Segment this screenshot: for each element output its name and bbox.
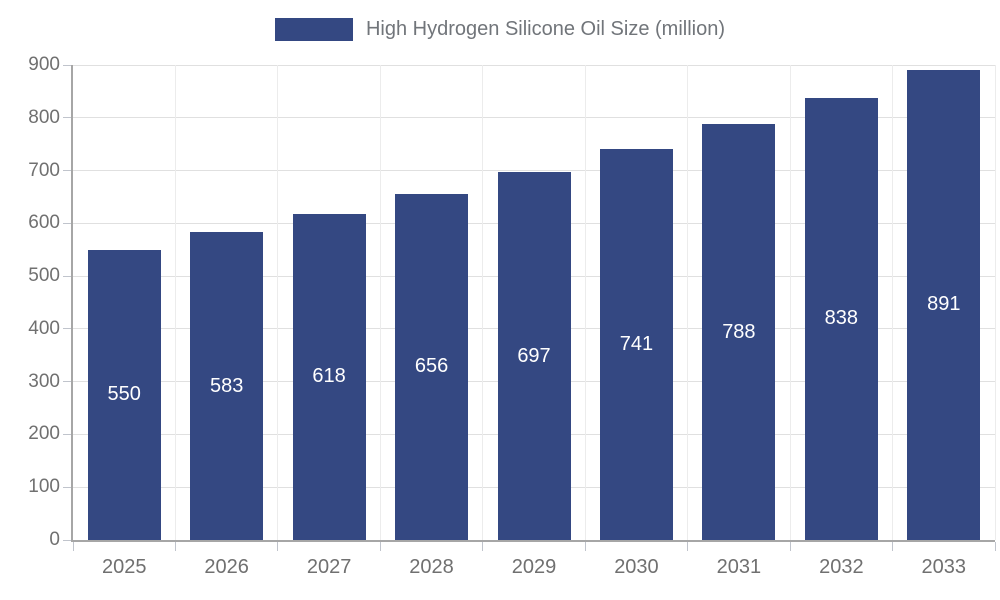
y-axis-label-500: 500 xyxy=(28,265,60,287)
x-gridline-3 xyxy=(379,65,381,540)
bar-2029[interactable]: 697 xyxy=(497,172,571,540)
plot-area: 0 100 200 300 400 500 600 700 800 900 550 2025 583 20… xyxy=(28,54,996,578)
y-axis-label-300: 300 xyxy=(28,370,60,392)
x-gridline-8 xyxy=(892,65,894,540)
legend[interactable]: High Hydrogen Silicone Oil Size (million… xyxy=(0,18,1000,41)
y-axis-label-200: 200 xyxy=(28,423,60,445)
x-axis-label-2032: 2032 xyxy=(819,556,864,578)
x-tick-5 xyxy=(584,542,586,551)
x-axis-label-2027: 2027 xyxy=(306,556,352,578)
y-tick-0 xyxy=(63,539,71,541)
y-axis-line xyxy=(71,65,73,540)
bar-2032[interactable]: 838 xyxy=(804,97,878,540)
x-gridline-4 xyxy=(482,65,484,540)
x-axis-label-2028: 2028 xyxy=(409,556,454,578)
bar-value-2025: 550 xyxy=(107,383,141,406)
y-tick-500 xyxy=(63,275,71,277)
y-tick-700 xyxy=(63,170,71,172)
y-tick-800 xyxy=(63,117,71,119)
legend-label: High Hydrogen Silicone Oil Size (million… xyxy=(365,18,726,40)
x-axis-label-2030: 2030 xyxy=(614,556,659,578)
x-tick-4 xyxy=(482,542,484,551)
y-axis-label-700: 700 xyxy=(28,159,60,181)
bar-2026[interactable]: 583 xyxy=(190,232,264,540)
y-tick-300 xyxy=(63,381,71,383)
y-tick-900 xyxy=(63,64,71,66)
bar-value-2028: 656 xyxy=(414,355,449,378)
x-axis-line xyxy=(71,540,995,542)
x-tick-0 xyxy=(72,542,74,551)
y-axis-label-900: 900 xyxy=(28,54,60,75)
y-tick-600 xyxy=(63,222,71,224)
x-tick-6 xyxy=(687,542,689,551)
bar-value-2027: 618 xyxy=(312,365,346,388)
y-axis-label-800: 800 xyxy=(28,106,60,128)
x-gridline-1 xyxy=(174,65,176,540)
x-axis-label-2031: 2031 xyxy=(716,556,762,578)
bar-2030[interactable]: 741 xyxy=(599,148,673,540)
y-gridline-700 xyxy=(73,170,995,172)
x-gridline-9 xyxy=(994,65,996,540)
x-tick-7 xyxy=(789,542,791,551)
x-tick-1 xyxy=(174,542,176,551)
y-gridline-800 xyxy=(73,117,995,119)
x-tick-9 xyxy=(994,542,996,551)
x-gridline-5 xyxy=(584,65,586,540)
y-tick-200 xyxy=(63,433,71,435)
bar-value-2030: 741 xyxy=(619,332,654,355)
y-tick-400 xyxy=(63,328,71,330)
bar-2025[interactable]: 550 xyxy=(87,249,161,540)
x-tick-2 xyxy=(277,542,279,551)
bar-2028[interactable]: 656 xyxy=(395,193,469,540)
x-axis-label-2029: 2029 xyxy=(511,556,557,578)
bar-value-2026: 583 xyxy=(209,374,244,397)
bar-2027[interactable]: 618 xyxy=(292,213,366,540)
y-gridline-900 xyxy=(73,64,995,66)
y-tick-100 xyxy=(63,486,71,488)
x-gridline-2 xyxy=(277,65,279,540)
y-axis-label-0: 0 xyxy=(49,529,60,550)
bar-2031[interactable]: 788 xyxy=(702,124,776,540)
bar-value-2032: 838 xyxy=(824,307,859,330)
bar-value-2029: 697 xyxy=(517,344,551,367)
x-gridline-6 xyxy=(687,65,689,540)
bar-2033[interactable]: 891 xyxy=(907,69,981,540)
x-axis-label-2025: 2025 xyxy=(101,556,147,578)
x-tick-8 xyxy=(892,542,894,551)
x-axis-label-2026: 2026 xyxy=(204,556,249,578)
y-axis-label-400: 400 xyxy=(28,317,60,339)
bar-value-2033: 891 xyxy=(927,293,961,316)
legend-swatch xyxy=(274,18,353,41)
y-axis-label-600: 600 xyxy=(28,212,60,234)
y-axis-label-100: 100 xyxy=(28,476,60,498)
x-axis-label-2033: 2033 xyxy=(921,556,967,578)
x-gridline-7 xyxy=(789,65,791,540)
bar-value-2031: 788 xyxy=(722,320,756,343)
x-tick-3 xyxy=(379,542,381,551)
